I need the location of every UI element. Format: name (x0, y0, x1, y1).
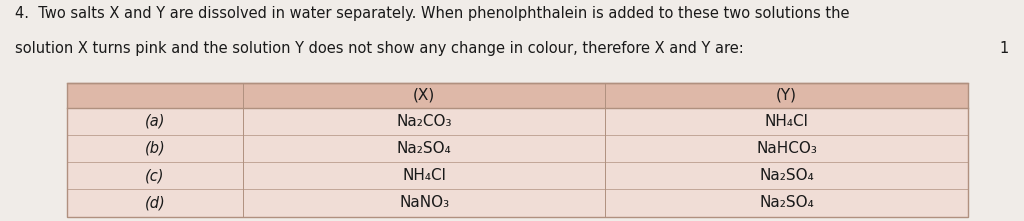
Text: NaHCO₃: NaHCO₃ (756, 141, 817, 156)
FancyBboxPatch shape (67, 189, 968, 217)
Text: NH₄Cl: NH₄Cl (402, 168, 446, 183)
FancyBboxPatch shape (67, 162, 968, 189)
FancyBboxPatch shape (67, 108, 968, 135)
Text: (b): (b) (144, 141, 165, 156)
Text: (c): (c) (145, 168, 165, 183)
Text: Na₂SO₄: Na₂SO₄ (396, 141, 452, 156)
FancyBboxPatch shape (67, 83, 968, 108)
Text: Na₂SO₄: Na₂SO₄ (759, 195, 814, 210)
Text: solution X turns pink and the solution Y does not show any change in colour, the: solution X turns pink and the solution Y… (15, 41, 744, 56)
Text: (Y): (Y) (776, 88, 797, 103)
Text: 1: 1 (999, 41, 1009, 56)
Text: 4.  Two salts X and Y are dissolved in water separately. When phenolphthalein is: 4. Two salts X and Y are dissolved in wa… (15, 6, 850, 21)
Text: (a): (a) (144, 114, 165, 129)
Text: Na₂CO₃: Na₂CO₃ (396, 114, 452, 129)
Text: (d): (d) (144, 195, 165, 210)
Text: NH₄Cl: NH₄Cl (765, 114, 808, 129)
Text: Na₂SO₄: Na₂SO₄ (759, 168, 814, 183)
FancyBboxPatch shape (67, 135, 968, 162)
Text: (X): (X) (413, 88, 435, 103)
Text: NaNO₃: NaNO₃ (399, 195, 450, 210)
